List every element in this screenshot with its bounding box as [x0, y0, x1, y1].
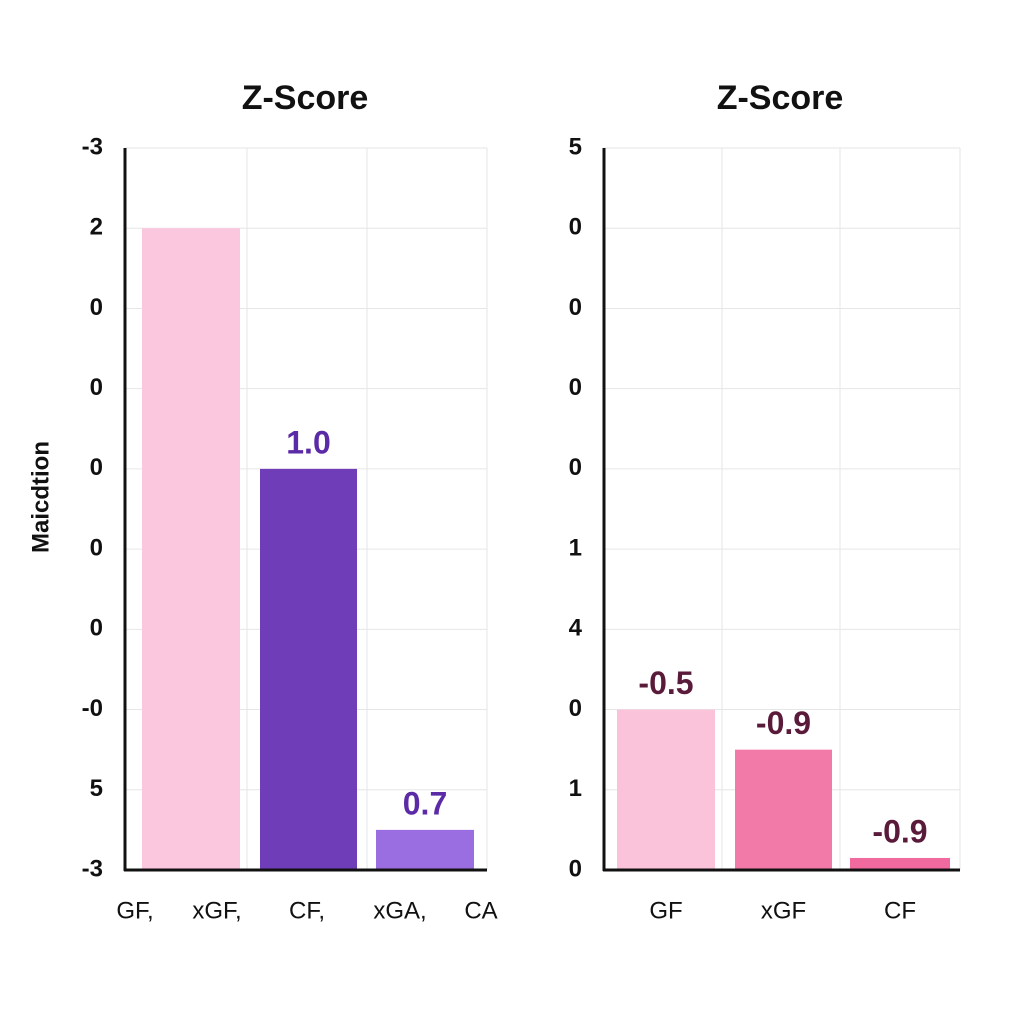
x-tick-label: xGA,	[373, 897, 426, 924]
y-tick-label: 0	[569, 294, 582, 321]
y-tick-label: 0	[90, 454, 103, 481]
y-tick-label: 0	[90, 615, 103, 642]
y-tick-label: 0	[569, 695, 582, 722]
y-tick-label: 0	[569, 454, 582, 481]
bar	[142, 228, 240, 870]
x-tick-label: GF,	[116, 897, 153, 924]
y-tick-label: 2	[90, 214, 103, 241]
y-tick-label: 0	[569, 374, 582, 401]
bar	[376, 829, 474, 870]
bar-label: -0.5	[638, 665, 693, 701]
y-tick-label: 5	[90, 775, 103, 802]
y-axis-label: Maicdtion	[27, 441, 54, 553]
bar-label: -0.9	[872, 813, 927, 849]
bar-label: 0.7	[403, 785, 447, 821]
bar	[735, 749, 832, 870]
y-tick-label: 1	[569, 534, 582, 561]
y-tick-label: 0	[569, 214, 582, 241]
y-tick-label: 0	[90, 374, 103, 401]
bar	[617, 709, 715, 870]
bar	[260, 468, 357, 870]
bar-label: -0.9	[756, 705, 811, 741]
chart-title: Z-Score	[717, 79, 844, 117]
y-tick-label: 4	[569, 615, 583, 642]
x-tick-label: xGF	[761, 897, 806, 924]
y-tick-label: 5	[569, 133, 582, 160]
chart-title: Z-Score	[242, 79, 369, 117]
x-tick-label: GF	[649, 897, 682, 924]
y-tick-label: -0	[82, 695, 103, 722]
x-tick-label: xGF,	[192, 897, 241, 924]
y-tick-label: -3	[82, 855, 103, 882]
y-tick-label: 0	[569, 855, 582, 882]
y-tick-label: 1	[569, 775, 582, 802]
bar-label: 1.0	[286, 424, 330, 460]
y-tick-label: 0	[90, 294, 103, 321]
y-tick-label: 0	[90, 534, 103, 561]
bar	[850, 857, 950, 870]
y-tick-label: -3	[82, 133, 103, 160]
x-tick-label: CF,	[289, 897, 325, 924]
x-tick-label: CA	[464, 897, 497, 924]
x-tick-label: CF	[884, 897, 916, 924]
